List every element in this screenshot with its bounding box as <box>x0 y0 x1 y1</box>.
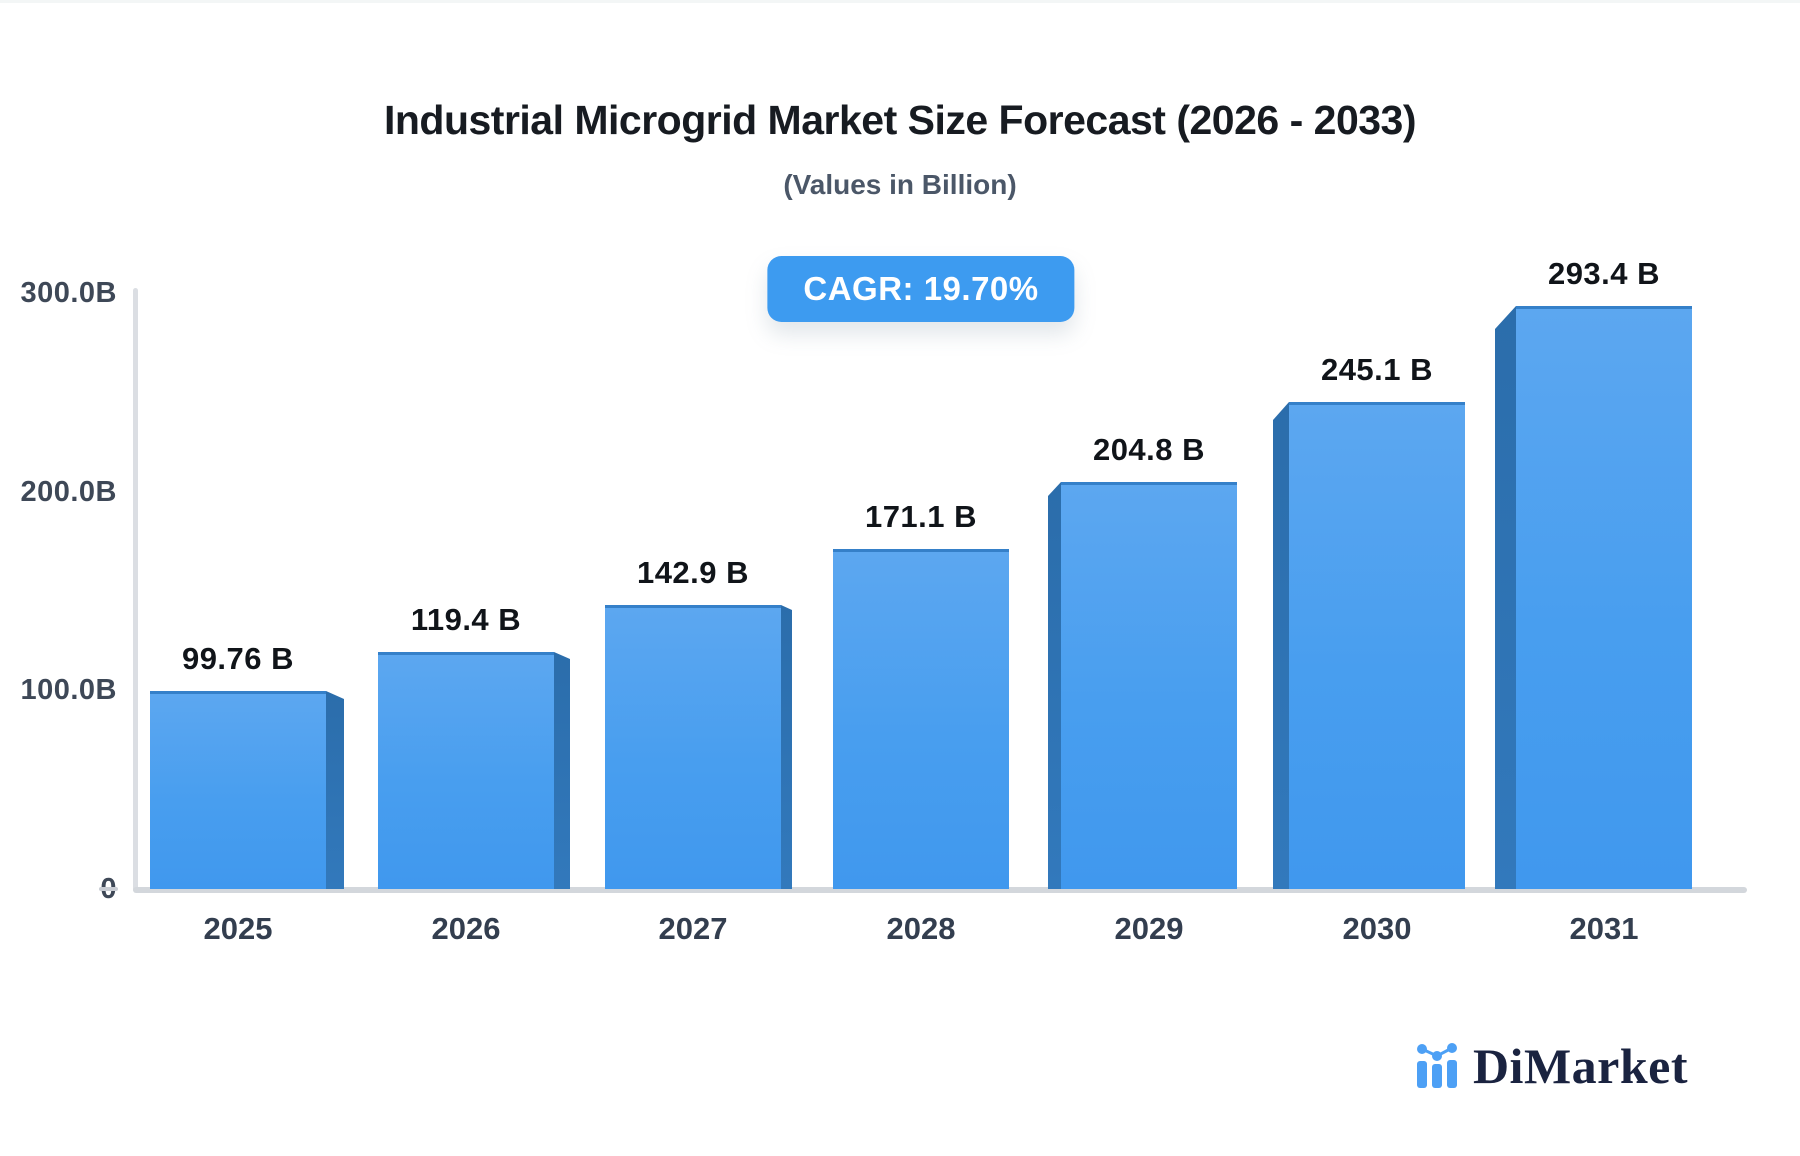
y-axis-line <box>133 288 138 892</box>
brand-name: DiMarket <box>1472 1038 1688 1094</box>
bar-2028 <box>833 549 1009 889</box>
x-axis-label-2025: 2025 <box>203 911 273 946</box>
bar-2029 <box>1061 482 1237 889</box>
bar-side-face-2031 <box>1495 306 1516 889</box>
bar-value-label-2030: 245.1 B <box>1320 352 1434 387</box>
x-axis-label-2030: 2030 <box>1342 911 1412 946</box>
bar-value-label-2026: 119.4 B <box>410 602 522 637</box>
bar-2031 <box>1516 306 1692 889</box>
bar-side-face-2029 <box>1048 482 1061 889</box>
bar-side-face-2030 <box>1273 402 1289 889</box>
y-axis-label-100.0B: 100.0B <box>20 674 117 706</box>
bar-value-label-2028: 171.1 B <box>864 499 978 534</box>
x-axis-label-2028: 2028 <box>886 911 956 946</box>
zero-tick-mark <box>99 887 118 891</box>
bar-side-face-2026 <box>554 652 570 889</box>
plot-area: 99.76 B 2025 119.4 B 2026 142.9 B 2027 171.1 B… <box>0 3 1800 1156</box>
bar-2030 <box>1289 402 1465 889</box>
mini-bar-chart-logo-icon <box>1416 1043 1457 1088</box>
bar-side-face-2025 <box>326 691 344 889</box>
x-axis-baseline <box>133 887 1747 893</box>
x-axis-label-2027: 2027 <box>658 911 728 946</box>
bar-2025 <box>150 691 326 889</box>
bar-value-label-2031: 293.4 B <box>1547 256 1661 291</box>
cagr-badge: CAGR: 19.70% <box>767 256 1075 322</box>
bar-value-label-2027: 142.9 B <box>636 555 750 590</box>
x-axis-label-2026: 2026 <box>431 911 501 946</box>
y-axis-label-300.0B: 300.0B <box>20 277 117 309</box>
chart-subtitle: (Values in Billion) <box>783 169 1017 200</box>
y-axis-label-200.0B: 200.0B <box>20 476 117 508</box>
chart-title: Industrial Microgrid Market Size Forecas… <box>383 97 1417 143</box>
brand-logo: DiMarket <box>1416 1041 1688 1091</box>
bar-2026 <box>378 652 554 889</box>
x-axis-label-2031: 2031 <box>1569 911 1639 946</box>
bar-value-label-2029: 204.8 B <box>1092 432 1206 467</box>
bar-value-label-2025: 99.76 B <box>181 641 295 676</box>
x-axis-label-2029: 2029 <box>1114 911 1184 946</box>
bar-2027 <box>605 605 781 889</box>
bar-side-face-2027 <box>781 605 792 889</box>
